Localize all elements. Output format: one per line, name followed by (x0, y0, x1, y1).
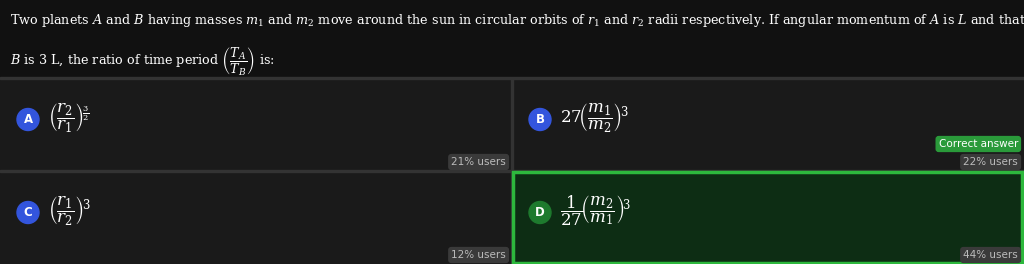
Bar (0, 0, 1024, 78)
Text: 21% users: 21% users (452, 157, 506, 167)
Text: $\left(\dfrac{r_1}{r_2}\right)^{\!3}$: $\left(\dfrac{r_1}{r_2}\right)^{\!3}$ (48, 194, 90, 227)
Text: A: A (24, 113, 33, 126)
Text: 12% users: 12% users (452, 250, 506, 260)
Text: D: D (536, 206, 545, 219)
Text: $B$ is 3 L, the ratio of time period $\left(\dfrac{T_A}{T_B}\right)$ is:: $B$ is 3 L, the ratio of time period $\l… (10, 46, 274, 78)
Bar (0, 170, 1024, 172)
Circle shape (529, 201, 551, 224)
Bar (511, 78, 513, 264)
Bar (0, 171, 512, 264)
Text: 44% users: 44% users (964, 250, 1018, 260)
Text: C: C (24, 206, 33, 219)
Circle shape (529, 109, 551, 130)
Text: B: B (536, 113, 545, 126)
Text: 22% users: 22% users (964, 157, 1018, 167)
Bar (0, 77, 1024, 79)
Text: $\dfrac{1}{27}\!\left(\dfrac{m_2}{m_1}\right)^{\!3}$: $\dfrac{1}{27}\!\left(\dfrac{m_2}{m_1}\r… (560, 194, 631, 228)
Text: $\left(\dfrac{r_2}{r_1}\right)^{\!\frac{3}{2}}$: $\left(\dfrac{r_2}{r_1}\right)^{\!\frac{… (48, 101, 89, 134)
Bar (512, 78, 1024, 171)
Bar (0, 78, 512, 171)
Circle shape (17, 109, 39, 130)
Bar (512, 171, 1024, 264)
Circle shape (17, 201, 39, 224)
Text: Correct answer: Correct answer (939, 139, 1018, 149)
Text: Two planets $A$ and $B$ having masses $m_1$ and $m_2$ move around the sun in cir: Two planets $A$ and $B$ having masses $m… (10, 12, 1024, 29)
Text: $27\!\left(\dfrac{m_1}{m_2}\right)^{\!3}$: $27\!\left(\dfrac{m_1}{m_2}\right)^{\!3}… (560, 101, 629, 134)
